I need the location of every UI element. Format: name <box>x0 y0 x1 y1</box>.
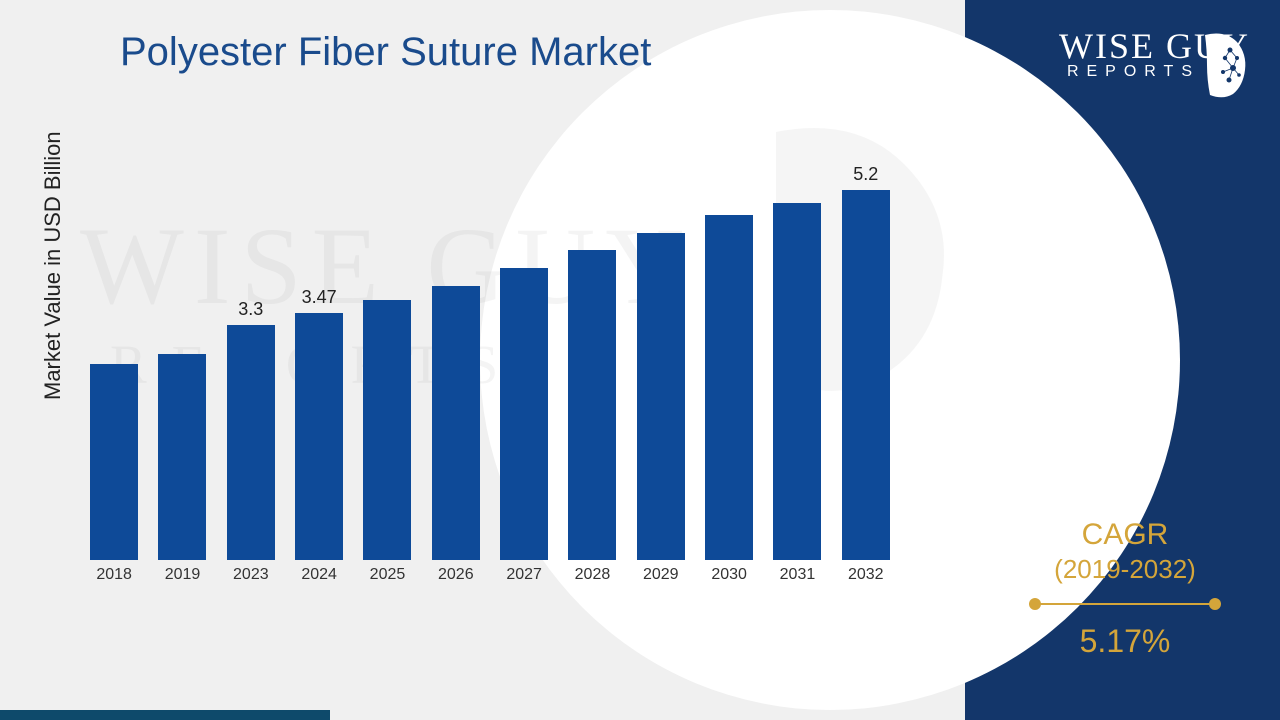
bar <box>705 215 753 560</box>
bar <box>637 233 685 560</box>
bar <box>568 250 616 560</box>
bar <box>227 325 275 560</box>
bar-group: 3.3 <box>217 299 285 560</box>
brand-logo: WISE GUY REPORTS <box>1059 25 1250 81</box>
x-axis-label: 2029 <box>627 566 695 590</box>
x-axis-label: 2019 <box>148 566 216 590</box>
bar <box>90 364 138 560</box>
bar-group <box>627 207 695 560</box>
x-axis-label: 2023 <box>217 566 285 590</box>
bar-chart: 3.33.475.2 20182019202320242025202620272… <box>80 160 900 590</box>
bar-value-label: 5.2 <box>853 164 878 186</box>
logo-head-icon <box>1195 30 1250 100</box>
bar-group <box>558 224 626 560</box>
bar-value-label: 3.47 <box>302 287 337 309</box>
x-axis-label: 2024 <box>285 566 353 590</box>
bar-value-label: 3.3 <box>238 299 263 321</box>
bar <box>432 286 480 560</box>
cagr-title: CAGR <box>1010 518 1240 552</box>
bar <box>158 354 206 560</box>
bar-group: 3.47 <box>285 287 353 560</box>
y-axis-label: Market Value in USD Billion <box>40 131 66 400</box>
cagr-period: (2019-2032) <box>1010 554 1240 585</box>
bar-group <box>148 328 216 560</box>
x-axis-label: 2028 <box>558 566 626 590</box>
bar-group <box>490 242 558 560</box>
bar-group <box>422 260 490 560</box>
cagr-panel: CAGR (2019-2032) 5.17% <box>1010 518 1240 660</box>
bar-group <box>695 189 763 560</box>
bottom-accent-bar <box>0 710 330 720</box>
bar-group <box>763 177 831 560</box>
x-axis-label: 2025 <box>353 566 421 590</box>
bar <box>773 203 821 560</box>
bar <box>842 190 890 560</box>
bar-group <box>80 338 148 560</box>
cagr-divider <box>1035 603 1215 605</box>
cagr-value: 5.17% <box>1010 623 1240 660</box>
bar <box>295 313 343 560</box>
x-axis-label: 2032 <box>832 566 900 590</box>
x-axis-label: 2031 <box>763 566 831 590</box>
x-axis-label: 2030 <box>695 566 763 590</box>
bar-group: 5.2 <box>832 164 900 560</box>
bar <box>363 300 411 560</box>
bar-group <box>353 274 421 560</box>
bar <box>500 268 548 560</box>
x-axis-label: 2027 <box>490 566 558 590</box>
x-axis-label: 2018 <box>80 566 148 590</box>
x-axis-label: 2026 <box>422 566 490 590</box>
chart-title: Polyester Fiber Suture Market <box>120 30 651 75</box>
logo-main-text: WISE GUY <box>1059 25 1250 67</box>
logo-sub-text: REPORTS <box>1059 63 1200 81</box>
